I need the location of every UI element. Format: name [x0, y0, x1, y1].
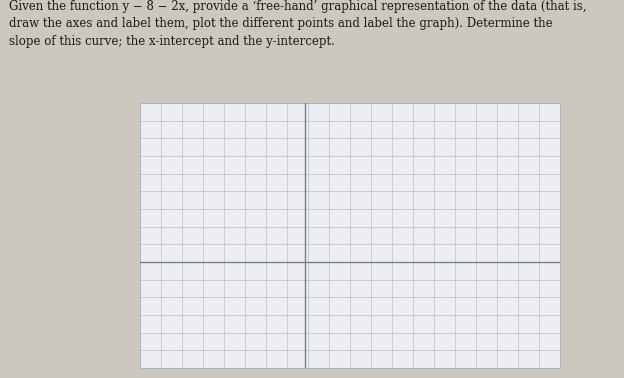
- Text: Given the function y − 8 − 2x, provide a ‘free-hand’ graphical representation of: Given the function y − 8 − 2x, provide a…: [9, 0, 587, 48]
